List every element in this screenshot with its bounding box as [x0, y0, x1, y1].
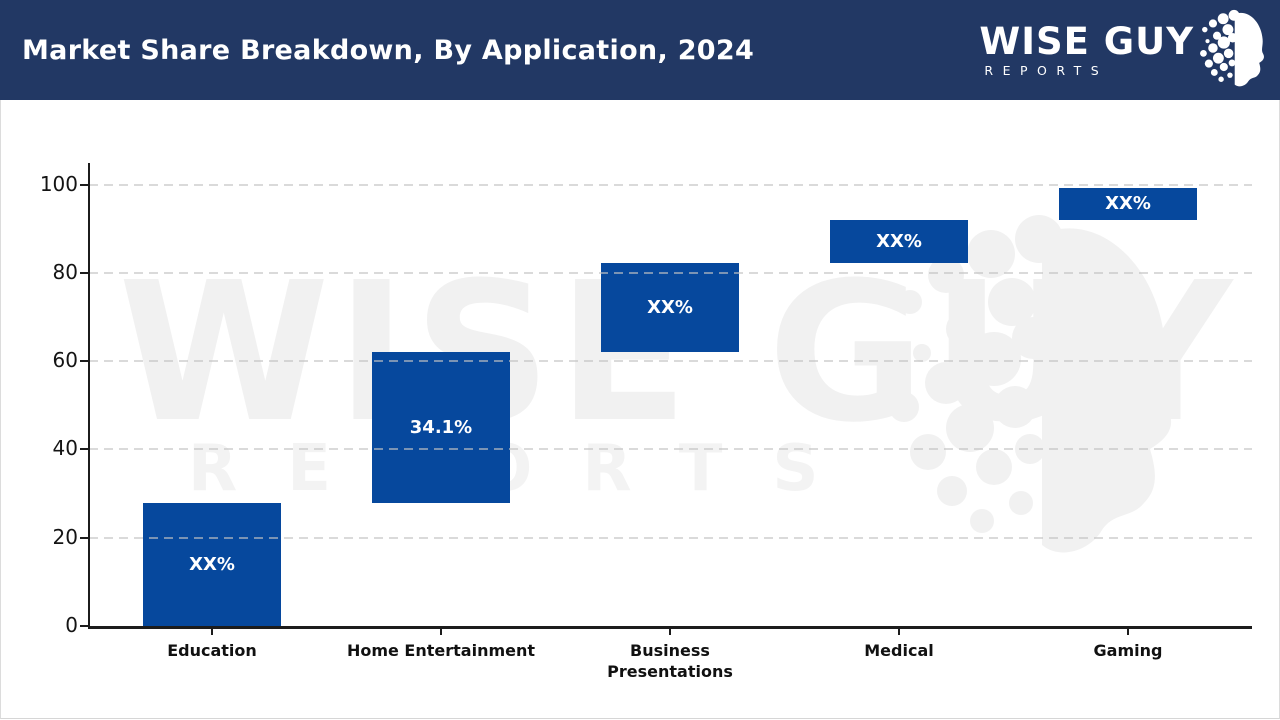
bar-business-presentations: XX% [601, 262, 739, 353]
watermark-subtitle: REPORTS [188, 432, 869, 506]
category-label-5: Gaming [1093, 641, 1163, 660]
logo-head-icon [1200, 9, 1264, 87]
y-tick-mark-40 [80, 448, 88, 451]
bar-value-label: XX% [647, 297, 693, 319]
gridline-20 [89, 536, 1252, 539]
watermark-head-icon [889, 215, 1172, 553]
bar-value-label: XX% [1105, 193, 1151, 215]
bar-value-label: XX% [876, 230, 922, 252]
logo-subtitle: REPORTS [984, 63, 1109, 78]
gridline-100 [89, 183, 1252, 186]
y-tick-mark-20 [80, 536, 88, 539]
bar-medical: XX% [830, 219, 968, 263]
bar-home-entertainment: 34.1% [372, 352, 510, 503]
y-tick-mark-80 [80, 271, 88, 274]
gridline-80 [89, 271, 1252, 274]
bar-gaming: XX% [1059, 187, 1197, 220]
x-tick-mark-4 [898, 627, 900, 635]
wise-guy-logo: WISE GUY REPORTS [979, 9, 1280, 91]
y-tick-label-100: 100 [39, 171, 78, 196]
header-band: Market Share Breakdown, By Application, … [0, 0, 1280, 100]
bar-education: XX% [143, 502, 281, 626]
y-axis-line [88, 163, 90, 628]
y-tick-mark-60 [80, 360, 88, 363]
x-tick-mark-2 [440, 627, 442, 635]
y-tick-label-40: 40 [52, 436, 78, 461]
bar-value-label: XX% [189, 553, 235, 575]
logo-wordmark: WISE GUY [979, 20, 1194, 63]
y-tick-label-20: 20 [52, 524, 78, 549]
category-label-2: Home Entertainment [346, 641, 536, 660]
x-tick-mark-5 [1127, 627, 1129, 635]
gridline-60 [89, 360, 1252, 363]
y-tick-label-0: 0 [65, 613, 78, 637]
category-label-4: Medical [864, 641, 934, 660]
x-tick-mark-3 [669, 627, 671, 635]
waterfall-chart: 0 20 40 60 80 100 XX% 34.1% XX% XX% XX% Education Ho… [0, 100, 1280, 720]
y-tick-label-80: 80 [52, 259, 78, 284]
y-tick-label-60: 60 [52, 348, 78, 373]
y-tick-mark-0 [80, 625, 88, 627]
category-label-3: Business Presentations [607, 641, 733, 681]
x-tick-mark-1 [211, 627, 213, 635]
bar-value-label: 34.1% [409, 417, 473, 439]
gridline-40 [89, 448, 1252, 451]
y-tick-mark-100 [80, 183, 88, 186]
logo-text: WISE GUY REPORTS [979, 20, 1194, 79]
category-label-1: Education [167, 641, 257, 660]
page-title: Market Share Breakdown, By Application, … [22, 34, 755, 66]
